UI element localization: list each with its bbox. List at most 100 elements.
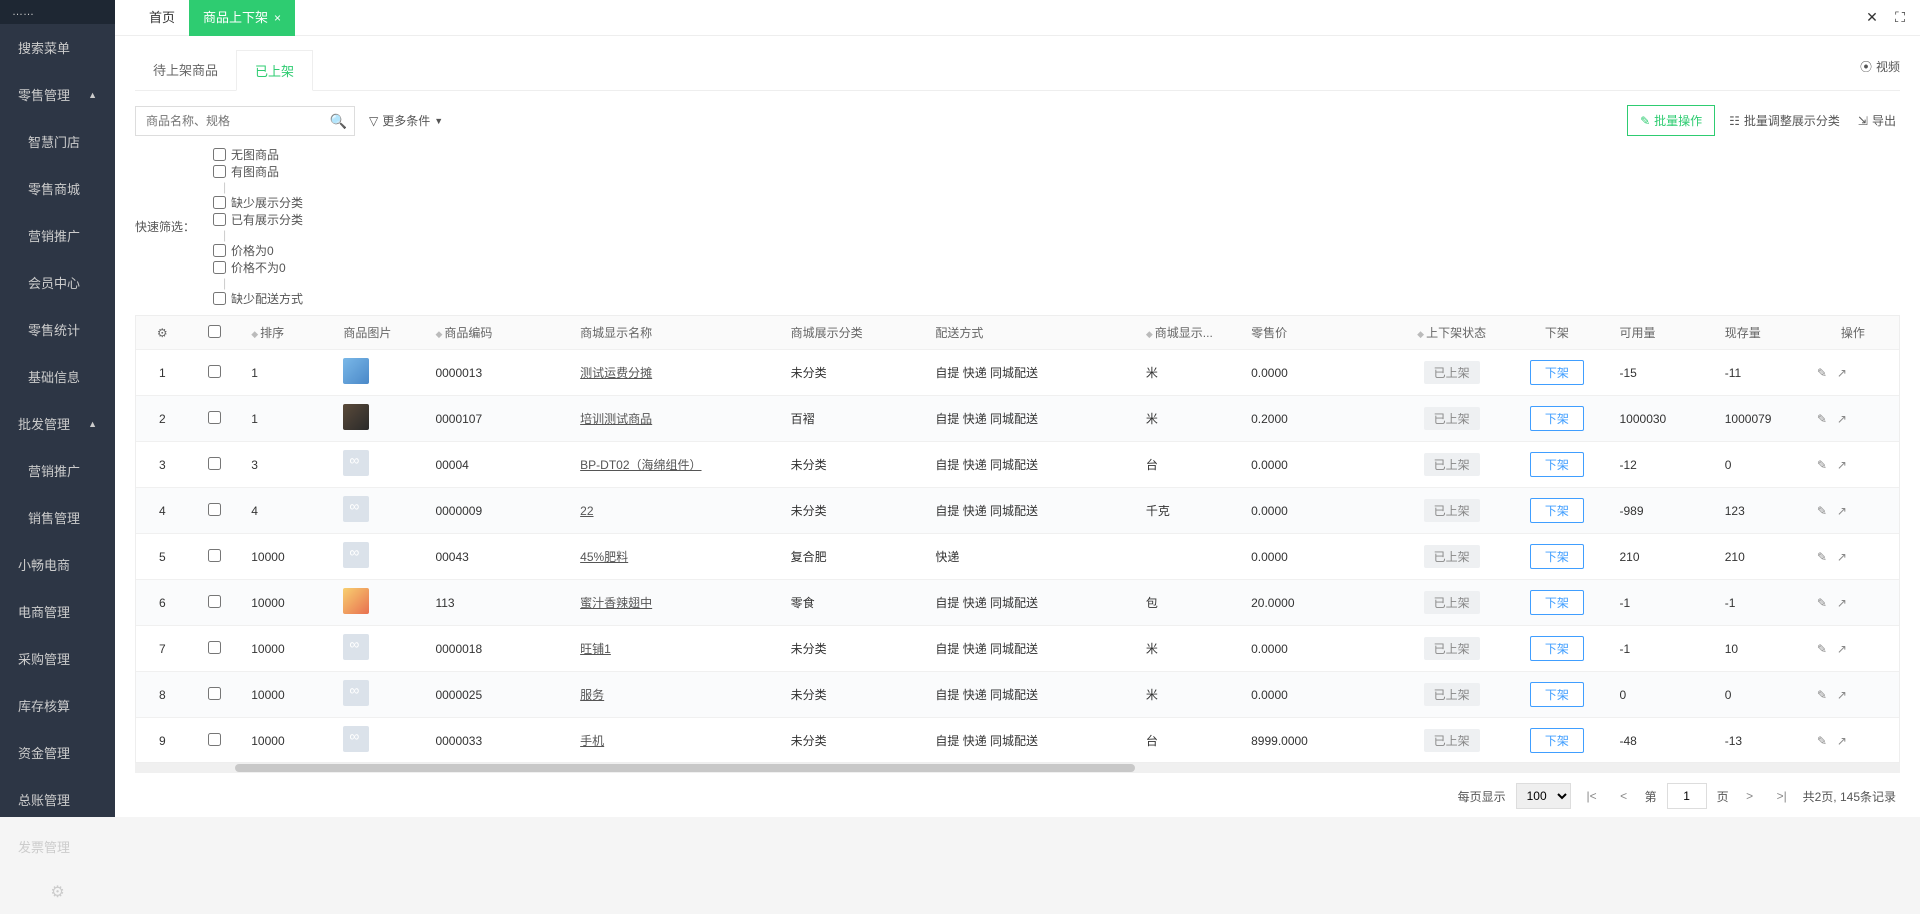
close-all-icon[interactable]: ✕ — [1862, 8, 1882, 28]
tab-listed[interactable]: 已上架 — [236, 50, 313, 91]
external-icon[interactable]: ↗ — [1837, 504, 1847, 518]
sidebar-item[interactable]: 会员中心 — [0, 259, 115, 306]
unshelf-button[interactable]: 下架 — [1530, 452, 1584, 477]
external-icon[interactable]: ↗ — [1837, 734, 1847, 748]
edit-icon[interactable]: ✎ — [1817, 550, 1827, 564]
unshelf-button[interactable]: 下架 — [1530, 636, 1584, 661]
filter-checkbox[interactable] — [213, 196, 226, 209]
row-checkbox[interactable] — [208, 687, 221, 700]
filter-checkbox[interactable] — [213, 213, 226, 226]
col-sort[interactable]: ◆排序 — [241, 316, 333, 350]
sidebar-search[interactable]: 搜索菜单 — [0, 24, 115, 71]
export-button[interactable]: ⇲ 导出 — [1854, 106, 1900, 135]
external-icon[interactable]: ↗ — [1837, 642, 1847, 656]
row-checkbox[interactable] — [208, 411, 221, 424]
tab-pending[interactable]: 待上架商品 — [135, 50, 236, 90]
more-filter[interactable]: ▽ 更多条件 ▼ — [369, 112, 443, 129]
sidebar-item[interactable]: 资金管理 — [0, 729, 115, 776]
prev-page-button[interactable]: < — [1613, 785, 1635, 807]
unshelf-button[interactable]: 下架 — [1530, 682, 1584, 707]
unshelf-button[interactable]: 下架 — [1530, 360, 1584, 385]
product-link[interactable]: 旺铺1 — [580, 642, 611, 656]
col-display[interactable]: ◆商城显示... — [1136, 316, 1241, 350]
sidebar-item[interactable]: 零售统计 — [0, 306, 115, 353]
row-checkbox[interactable] — [208, 641, 221, 654]
edit-icon[interactable]: ✎ — [1817, 504, 1827, 518]
last-page-button[interactable]: >| — [1771, 785, 1793, 807]
edit-icon[interactable]: ✎ — [1817, 734, 1827, 748]
filter-checkbox[interactable] — [213, 165, 226, 178]
product-link[interactable]: 测试运费分摊 — [580, 366, 652, 380]
filter-checkbox[interactable] — [213, 148, 226, 161]
filter-option[interactable]: 价格不为0 — [213, 259, 303, 276]
sidebar-item[interactable]: 总账管理 — [0, 776, 115, 823]
filter-option[interactable]: 已有展示分类 — [213, 211, 303, 228]
unshelf-button[interactable]: 下架 — [1530, 406, 1584, 431]
filter-option[interactable]: 无图商品 — [213, 146, 303, 163]
external-icon[interactable]: ↗ — [1837, 596, 1847, 610]
horizontal-scrollbar[interactable] — [135, 763, 1900, 773]
sidebar-item[interactable]: 营销推广 — [0, 212, 115, 259]
fullscreen-icon[interactable]: ⛶ — [1890, 8, 1910, 28]
product-link[interactable]: 培训测试商品 — [580, 412, 652, 426]
sidebar-item[interactable]: 销售管理 — [0, 494, 115, 541]
search-input[interactable] — [135, 106, 355, 136]
row-checkbox[interactable] — [208, 503, 221, 516]
filter-checkbox[interactable] — [213, 261, 226, 274]
edit-icon[interactable]: ✎ — [1817, 458, 1827, 472]
sidebar-item[interactable]: 库存核算 — [0, 682, 115, 729]
filter-checkbox[interactable] — [213, 244, 226, 257]
external-icon[interactable]: ↗ — [1837, 412, 1847, 426]
sidebar-item[interactable]: 智慧门店 — [0, 118, 115, 165]
unshelf-button[interactable]: 下架 — [1530, 590, 1584, 615]
select-all-checkbox[interactable] — [208, 325, 221, 338]
col-status[interactable]: ◆上下架状态 — [1399, 316, 1504, 350]
unshelf-button[interactable]: 下架 — [1530, 728, 1584, 753]
table-wrap[interactable]: ⚙ ◆排序 商品图片 ◆商品编码 商城显示名称 商城展示分类 配送方式 ◆商城显… — [135, 315, 1900, 763]
close-icon[interactable]: × — [274, 0, 281, 36]
external-icon[interactable]: ↗ — [1837, 550, 1847, 564]
row-checkbox[interactable] — [208, 365, 221, 378]
filter-option[interactable]: 价格为0 — [213, 242, 303, 259]
external-icon[interactable]: ↗ — [1837, 366, 1847, 380]
sidebar-group-retail[interactable]: 零售管理 ▲ — [0, 71, 115, 118]
sidebar-item[interactable]: 采购管理 — [0, 635, 115, 682]
next-page-button[interactable]: > — [1739, 785, 1761, 807]
product-link[interactable]: BP-DT02（海绵组件） — [580, 458, 701, 472]
sidebar-item[interactable]: 电商管理 — [0, 588, 115, 635]
filter-option[interactable]: 缺少展示分类 — [213, 194, 303, 211]
unshelf-button[interactable]: 下架 — [1530, 498, 1584, 523]
row-checkbox[interactable] — [208, 733, 221, 746]
settings-icon[interactable]: ⚙ — [0, 870, 115, 914]
video-link[interactable]: ⦿ 视频 — [1860, 58, 1900, 75]
col-gear[interactable]: ⚙ — [136, 316, 189, 350]
sidebar-group-wholesale[interactable]: 批发管理 ▲ — [0, 400, 115, 447]
tab-home[interactable]: 首页 — [135, 0, 189, 36]
sidebar-item[interactable]: 基础信息 — [0, 353, 115, 400]
batch-category-button[interactable]: ☷ 批量调整展示分类 — [1725, 106, 1844, 135]
edit-icon[interactable]: ✎ — [1817, 366, 1827, 380]
product-link[interactable]: 蜜汁香辣翅中 — [580, 596, 652, 610]
scrollbar-thumb[interactable] — [235, 764, 1135, 772]
edit-icon[interactable]: ✎ — [1817, 596, 1827, 610]
row-checkbox[interactable] — [208, 549, 221, 562]
edit-icon[interactable]: ✎ — [1817, 642, 1827, 656]
product-link[interactable]: 22 — [580, 504, 593, 518]
search-icon[interactable]: 🔍 — [330, 113, 347, 130]
sidebar-item[interactable]: 营销推广 — [0, 447, 115, 494]
filter-option[interactable]: 缺少配送方式 — [213, 290, 303, 307]
external-icon[interactable]: ↗ — [1837, 458, 1847, 472]
filter-checkbox[interactable] — [213, 292, 226, 305]
row-checkbox[interactable] — [208, 457, 221, 470]
product-link[interactable]: 服务 — [580, 688, 604, 702]
sidebar-item[interactable]: 小畅电商 — [0, 541, 115, 588]
unshelf-button[interactable]: 下架 — [1530, 544, 1584, 569]
batch-operate-button[interactable]: ✎ 批量操作 — [1627, 105, 1715, 136]
col-code[interactable]: ◆商品编码 — [425, 316, 570, 350]
per-page-select[interactable]: 100 — [1516, 783, 1571, 809]
row-checkbox[interactable] — [208, 595, 221, 608]
first-page-button[interactable]: |< — [1581, 785, 1603, 807]
sidebar-item[interactable]: 发票管理 — [0, 823, 115, 870]
sidebar-item[interactable]: 零售商城 — [0, 165, 115, 212]
page-input[interactable] — [1667, 783, 1707, 809]
